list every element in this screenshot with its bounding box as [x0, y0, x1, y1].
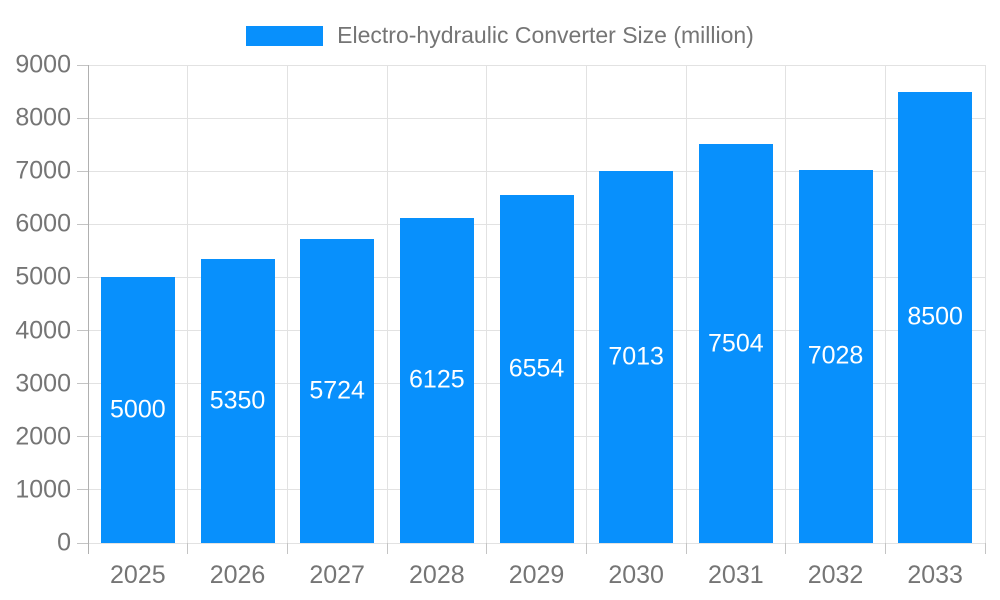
y-axis-label: 4000	[15, 316, 71, 345]
legend[interactable]: Electro-hydraulic Converter Size (millio…	[0, 22, 1000, 49]
gridline-vertical	[884, 65, 886, 543]
gridline-horizontal	[88, 170, 985, 172]
y-axis-tick	[77, 330, 88, 332]
x-axis-tick	[486, 543, 488, 554]
x-axis-label: 2031	[708, 561, 764, 589]
x-axis-label: 2027	[309, 561, 365, 589]
bar-2030[interactable]	[599, 170, 674, 543]
x-axis-tick	[286, 543, 288, 554]
y-axis-label: 3000	[15, 369, 71, 398]
bar-2031[interactable]	[698, 144, 773, 543]
bar-2033[interactable]	[898, 91, 973, 543]
gridline-vertical	[984, 65, 986, 543]
gridline-horizontal	[88, 64, 985, 66]
bar-value-label: 5000	[110, 395, 166, 424]
bar-value-label: 6554	[508, 354, 565, 383]
y-axis-line	[88, 65, 89, 554]
y-axis-tick	[77, 170, 88, 172]
legend-label: Electro-hydraulic Converter Size (millio…	[337, 22, 754, 48]
y-axis-tick	[77, 64, 88, 66]
bar-value-label: 6125	[409, 365, 465, 394]
y-axis-tick	[77, 276, 88, 278]
bar-2025[interactable]	[100, 277, 175, 543]
x-axis-tick	[386, 543, 388, 554]
gridline-vertical	[386, 65, 388, 543]
x-axis-tick	[685, 543, 687, 554]
bar-2032[interactable]	[798, 169, 873, 543]
gridline-vertical	[286, 65, 288, 543]
bar-2028[interactable]	[399, 217, 474, 543]
bar-2026[interactable]	[200, 258, 275, 543]
gridline-vertical	[187, 65, 189, 543]
plot-area: 0 1000 2000 3000 4000 5000 6000 7000 8000 9000 500…	[15, 52, 986, 588]
x-axis-label: 2026	[209, 561, 266, 589]
y-axis-label: 9000	[15, 50, 71, 79]
bar-value-label: 7028	[807, 341, 864, 370]
gridline-vertical	[685, 65, 687, 543]
x-axis-label: 2033	[907, 561, 963, 589]
bar-value-label: 7504	[708, 329, 764, 358]
gridline-horizontal	[88, 117, 985, 119]
gridline-vertical	[585, 65, 587, 543]
y-axis-label: 6000	[15, 209, 71, 238]
y-axis-label: 2000	[15, 422, 71, 451]
bar-2027[interactable]	[300, 238, 375, 543]
gridline-vertical	[486, 65, 488, 543]
x-axis-tick	[187, 543, 189, 554]
x-axis-tick	[984, 543, 986, 554]
bar-value-label: 5350	[209, 386, 266, 415]
x-axis-label: 2029	[508, 561, 565, 589]
x-axis-label: 2028	[409, 561, 465, 589]
bar-2029[interactable]	[499, 194, 574, 543]
y-axis-label: 7000	[15, 156, 71, 185]
bar-value-label: 7013	[608, 342, 664, 371]
bar-value-label: 5724	[309, 376, 365, 405]
gridline-vertical	[785, 65, 787, 543]
y-axis-tick	[77, 489, 88, 491]
y-axis-label: 8000	[15, 103, 71, 132]
y-axis-tick	[77, 223, 88, 225]
y-axis-label: 5000	[15, 262, 71, 291]
x-axis-tick	[785, 543, 787, 554]
x-axis-tick	[884, 543, 886, 554]
x-axis-label: 2030	[608, 561, 664, 589]
legend-swatch-icon	[246, 25, 324, 46]
x-axis-label: 2032	[807, 561, 864, 589]
y-axis-tick	[77, 383, 88, 385]
x-axis-label: 2025	[110, 561, 166, 589]
y-axis-tick	[77, 542, 88, 544]
y-axis-label: 0	[57, 528, 71, 557]
x-axis-tick	[585, 543, 587, 554]
bar-value-label: 8500	[907, 302, 963, 331]
y-axis-label: 1000	[15, 475, 71, 504]
gridline-horizontal	[88, 542, 985, 544]
y-axis-tick	[77, 436, 88, 438]
y-axis-tick	[77, 117, 88, 119]
